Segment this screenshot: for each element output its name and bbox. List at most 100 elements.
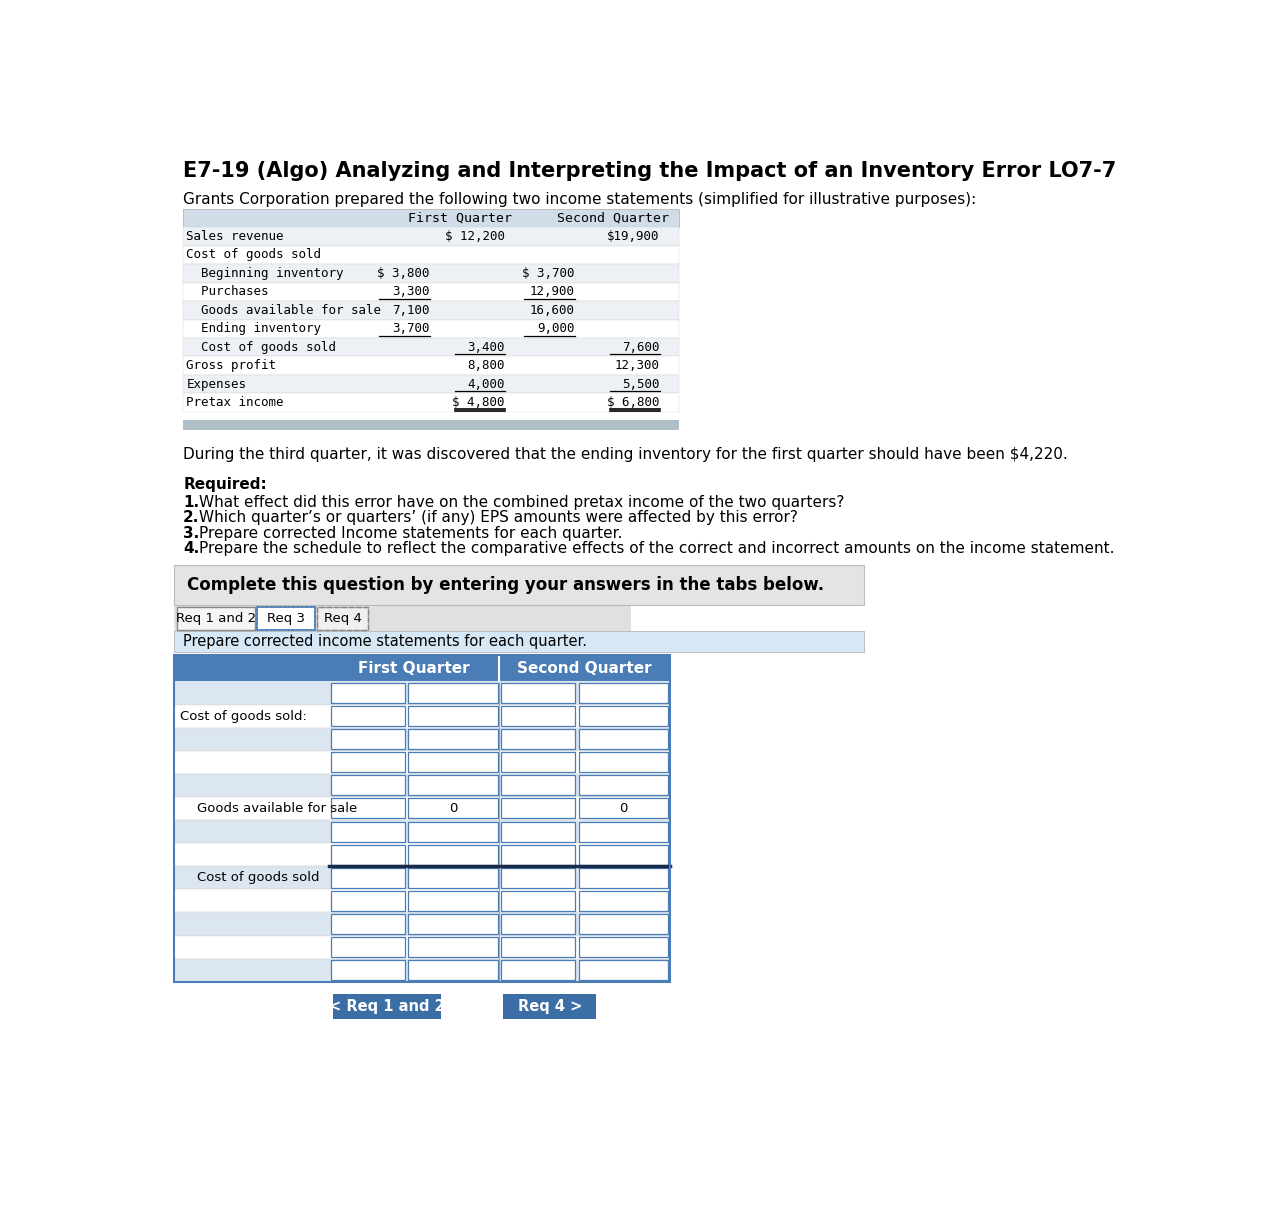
Bar: [408, 706, 498, 727]
Bar: [174, 728, 669, 751]
Bar: [174, 774, 669, 797]
Text: $ 4,800: $ 4,800: [452, 396, 504, 410]
Bar: [579, 706, 668, 727]
Text: Beginning inventory: Beginning inventory: [187, 267, 344, 280]
Text: 3.: 3.: [183, 525, 200, 541]
Text: Cost of goods sold: Cost of goods sold: [187, 341, 337, 354]
Text: E7-19 (Algo) Analyzing and Interpreting the Impact of an Inventory Error LO7-7: E7-19 (Algo) Analyzing and Interpreting …: [183, 161, 1116, 180]
Bar: [579, 868, 668, 887]
Text: During the third quarter, it was discovered that the ending inventory for the fi: During the third quarter, it was discove…: [183, 447, 1068, 462]
Bar: [174, 751, 669, 774]
Text: Cost of goods sold: Cost of goods sold: [187, 249, 321, 261]
Bar: [333, 993, 442, 1019]
Text: What effect did this error have on the combined pretax income of the two quarter: What effect did this error have on the c…: [198, 495, 844, 510]
Text: Sales revenue: Sales revenue: [187, 230, 284, 243]
Bar: [183, 394, 680, 412]
Bar: [500, 937, 576, 957]
Bar: [330, 798, 404, 818]
Bar: [579, 914, 668, 934]
Text: 0: 0: [620, 802, 627, 816]
Bar: [579, 822, 668, 841]
Bar: [183, 356, 680, 375]
Bar: [500, 683, 576, 703]
Bar: [177, 607, 255, 630]
Text: Expenses: Expenses: [187, 378, 246, 391]
Bar: [330, 845, 404, 864]
Text: 8,800: 8,800: [467, 360, 504, 372]
Bar: [183, 319, 680, 338]
Bar: [330, 914, 404, 934]
Text: Req 4: Req 4: [324, 612, 361, 625]
Bar: [174, 820, 669, 844]
Bar: [174, 958, 669, 981]
Bar: [500, 914, 576, 934]
Bar: [408, 729, 498, 750]
Text: $ 3,700: $ 3,700: [522, 267, 575, 280]
Text: $ 3,800: $ 3,800: [378, 267, 430, 280]
Text: 0: 0: [449, 802, 457, 816]
Bar: [500, 706, 576, 727]
Bar: [500, 729, 576, 750]
Bar: [330, 937, 404, 957]
Bar: [408, 961, 498, 980]
Text: 16,600: 16,600: [530, 304, 575, 317]
Bar: [579, 775, 668, 795]
Text: Ending inventory: Ending inventory: [187, 322, 321, 335]
Text: Pretax income: Pretax income: [187, 396, 284, 410]
Text: 12,300: 12,300: [614, 360, 660, 372]
Bar: [579, 683, 668, 703]
Text: 2.: 2.: [183, 511, 200, 525]
Bar: [408, 683, 498, 703]
Bar: [500, 798, 576, 818]
Bar: [330, 775, 404, 795]
Text: Prepare the schedule to reflect the comparative effects of the correct and incor: Prepare the schedule to reflect the comp…: [198, 541, 1115, 556]
Bar: [183, 245, 680, 265]
Bar: [183, 301, 680, 319]
Bar: [174, 656, 669, 981]
Bar: [174, 935, 669, 958]
Bar: [183, 208, 680, 227]
Bar: [183, 265, 680, 283]
Bar: [579, 729, 668, 750]
Text: Req 1 and 2: Req 1 and 2: [175, 612, 256, 625]
Bar: [408, 822, 498, 841]
Text: $ 6,800: $ 6,800: [608, 396, 660, 410]
Bar: [579, 937, 668, 957]
Text: Purchases: Purchases: [187, 285, 269, 299]
Bar: [579, 961, 668, 980]
Bar: [174, 681, 669, 705]
Bar: [408, 798, 498, 818]
Text: Second Quarter: Second Quarter: [517, 661, 652, 675]
Text: Grants Corporation prepared the following two income statements (simplified for : Grants Corporation prepared the followin…: [183, 191, 977, 207]
Text: First Quarter: First Quarter: [407, 211, 512, 224]
Bar: [174, 566, 864, 605]
Text: Cost of goods sold: Cost of goods sold: [180, 872, 320, 884]
Text: Prepare corrected Income statements for each quarter.: Prepare corrected Income statements for …: [198, 525, 622, 541]
Bar: [503, 993, 596, 1019]
Bar: [330, 683, 404, 703]
Bar: [330, 706, 404, 727]
Bar: [579, 845, 668, 864]
Bar: [579, 798, 668, 818]
Text: Prepare corrected income statements for each quarter.: Prepare corrected income statements for …: [183, 634, 588, 649]
Text: 12,900: 12,900: [530, 285, 575, 299]
Bar: [330, 729, 404, 750]
Text: < Req 1 and 2: < Req 1 and 2: [329, 998, 445, 1014]
Text: 9,000: 9,000: [538, 322, 575, 335]
Bar: [183, 283, 680, 301]
Text: 1.: 1.: [183, 495, 200, 510]
Text: $19,900: $19,900: [608, 230, 660, 243]
Bar: [408, 868, 498, 887]
Text: 7,100: 7,100: [392, 304, 430, 317]
Bar: [408, 845, 498, 864]
Bar: [408, 914, 498, 934]
Bar: [500, 775, 576, 795]
Text: Goods available for sale: Goods available for sale: [180, 802, 357, 816]
Bar: [183, 338, 680, 356]
Text: 5,500: 5,500: [622, 378, 660, 391]
Bar: [330, 752, 404, 773]
Bar: [174, 890, 669, 913]
Text: 3,400: 3,400: [467, 341, 504, 354]
Bar: [183, 227, 680, 245]
Bar: [174, 605, 631, 631]
